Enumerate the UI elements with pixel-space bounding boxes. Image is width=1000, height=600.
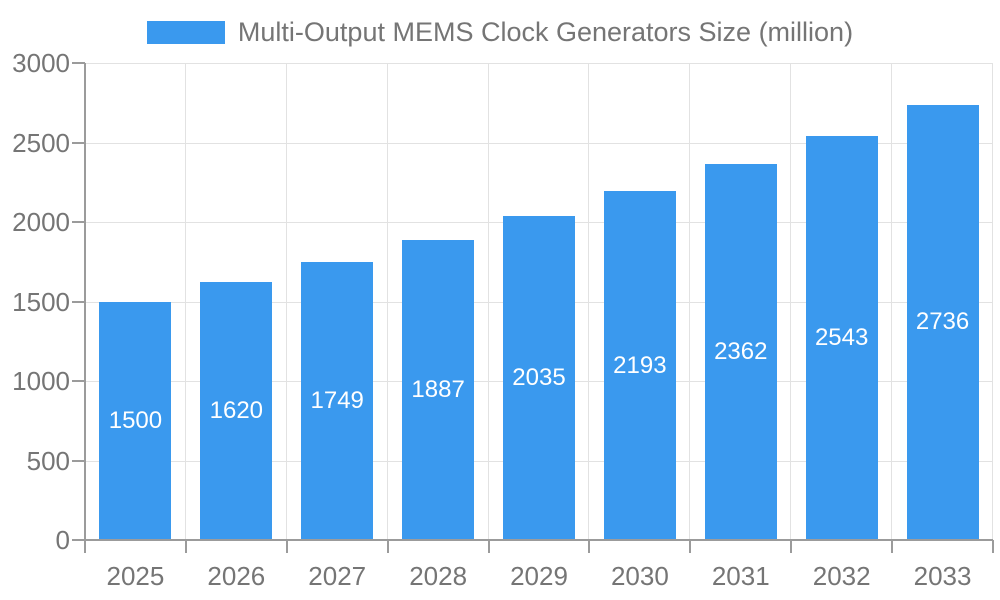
- x-axis-tick-label: 2028: [409, 561, 468, 591]
- x-axis-tick: [588, 540, 591, 553]
- x-axis-tick-label: 2025: [106, 561, 165, 591]
- bar-2031[interactable]: 2362: [704, 164, 777, 540]
- x-axis-line: [72, 539, 993, 541]
- legend-label: Multi-Output MEMS Clock Generators Size …: [237, 16, 854, 47]
- x-axis-tick: [184, 540, 187, 553]
- bar-2028[interactable]: 1887: [402, 239, 475, 540]
- gridline-vertical: [386, 63, 388, 540]
- gridline-vertical: [689, 63, 691, 540]
- bar-2032[interactable]: 2543: [805, 135, 878, 540]
- x-axis-tick: [689, 540, 692, 553]
- y-axis-line: [84, 63, 86, 553]
- bar-value-label: 1500: [108, 406, 163, 434]
- bar-value-label: 2035: [512, 364, 566, 392]
- bar-2033[interactable]: 2736: [906, 104, 979, 540]
- y-axis-tick: [72, 300, 85, 303]
- gridline-horizontal: [85, 63, 993, 64]
- gridline-vertical: [891, 63, 893, 540]
- y-axis-tick-label: 2000: [12, 207, 70, 237]
- x-axis-tick: [386, 540, 389, 553]
- plot-area: 1500 1620 1749 1887 2035 2193 2362 2543 2736: [85, 63, 993, 540]
- y-axis-tick: [72, 539, 85, 541]
- y-axis-tick-label: 1000: [12, 366, 70, 396]
- bar-2029[interactable]: 2035: [503, 216, 575, 540]
- bar-2030[interactable]: 2193: [603, 191, 676, 540]
- y-axis-tick-label: 2500: [12, 127, 70, 158]
- bar-value-label: 1887: [411, 375, 465, 403]
- gridline-vertical: [588, 63, 590, 540]
- legend-swatch-icon: [146, 20, 225, 44]
- x-axis-tick: [285, 540, 288, 553]
- bar-2026[interactable]: 1620: [200, 282, 273, 540]
- x-axis-tick: [84, 540, 86, 553]
- y-axis-tick: [72, 62, 85, 64]
- x-axis-tick: [487, 540, 490, 553]
- gridline-vertical: [184, 63, 186, 540]
- bar-2025[interactable]: 1500: [99, 301, 172, 540]
- y-axis-tick: [72, 459, 85, 462]
- gridline-vertical: [487, 63, 489, 540]
- bar-value-label: 2543: [814, 323, 869, 351]
- y-axis-tick-label: 500: [26, 445, 70, 476]
- y-axis-tick-label: 0: [55, 525, 70, 555]
- x-axis-tick-label: 2031: [711, 561, 770, 591]
- y-axis-tick-label: 3000: [12, 48, 70, 78]
- x-axis-tick-label: 2029: [510, 561, 568, 591]
- bar-value-label: 2193: [613, 351, 667, 379]
- x-axis-tick-label: 2032: [812, 561, 871, 591]
- x-axis-tick-label: 2027: [308, 561, 367, 591]
- x-axis-tick-label: 2026: [207, 561, 266, 591]
- bar-value-label: 1749: [310, 386, 364, 414]
- bar-value-label: 2736: [915, 308, 970, 336]
- y-axis-tick: [72, 380, 85, 382]
- gridline-vertical: [992, 63, 993, 540]
- x-axis-tick: [891, 540, 894, 553]
- x-axis-tick: [790, 540, 793, 553]
- gridline-vertical: [285, 63, 287, 540]
- gridline-vertical: [790, 63, 792, 540]
- y-axis-tick-label: 1500: [12, 286, 70, 317]
- y-axis-tick: [72, 141, 85, 144]
- legend-item[interactable]: Multi-Output MEMS Clock Generators Size …: [0, 12, 1000, 52]
- x-axis-tick-label: 2033: [913, 561, 972, 591]
- gridline-horizontal: [85, 142, 993, 144]
- bar-2027[interactable]: 1749: [301, 261, 374, 540]
- y-axis-tick: [72, 221, 85, 223]
- x-axis-tick-label: 2030: [610, 561, 669, 591]
- bar-value-label: 1620: [209, 397, 264, 425]
- bar-value-label: 2362: [714, 338, 768, 366]
- x-axis-tick: [992, 540, 994, 553]
